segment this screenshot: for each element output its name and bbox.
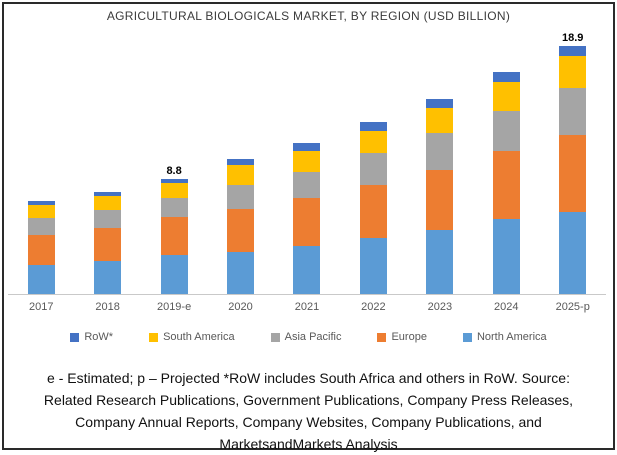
legend-item-europe: Europe [377, 331, 427, 343]
segment-north-america [27, 265, 55, 294]
x-axis-label-2017: 2017 [28, 301, 54, 313]
bar-value-label-2025-p: 18.9 [562, 32, 584, 45]
segment-north-america [227, 252, 255, 294]
bar-stack-2020 [227, 159, 255, 294]
bar-stack-2021 [293, 142, 321, 294]
legend-item-row: RoW* [70, 331, 113, 343]
segment-asia-pacific [492, 110, 520, 152]
legend-swatch-icon [270, 332, 280, 342]
bar-2021 [274, 129, 340, 294]
x-axis-label-2024: 2024 [494, 301, 519, 313]
bar-stack-2017 [27, 201, 55, 294]
bar-2019-e: 8.8 [141, 165, 207, 294]
bar-2023 [407, 85, 473, 294]
segment-europe [160, 217, 188, 255]
x-axis-label-2025-p: 2025-p [555, 301, 590, 313]
segment-europe [559, 134, 587, 213]
segment-asia-pacific [293, 171, 321, 199]
segment-south-america [492, 81, 520, 111]
bar-stack-2018 [94, 192, 122, 294]
legend-item-asia-pacific: Asia Pacific [270, 331, 342, 343]
bar-stack-2022 [359, 122, 387, 294]
segment-row [293, 142, 321, 151]
legend: RoW* South America Asia Pacific Europe North… [0, 331, 617, 343]
segment-asia-pacific [359, 152, 387, 185]
segment-asia-pacific [227, 184, 255, 209]
legend-swatch-icon [377, 332, 387, 342]
segment-asia-pacific [27, 218, 55, 236]
footnote-line-2: Related Research Publications, Governmen… [43, 392, 574, 408]
bar-2022 [340, 108, 406, 294]
segment-europe [94, 227, 122, 261]
legend-label: Europe [391, 331, 427, 343]
segment-north-america [559, 212, 587, 294]
bar-stack-2019-e [160, 178, 188, 294]
segment-south-america [426, 107, 454, 133]
bar-stack-2024 [492, 72, 520, 294]
segment-europe [27, 235, 55, 266]
segment-north-america [94, 260, 122, 294]
bar-2020 [208, 145, 274, 294]
segment-europe [426, 169, 454, 230]
segment-asia-pacific [160, 198, 188, 218]
segment-row [227, 159, 255, 166]
segment-europe [492, 151, 520, 220]
segment-north-america [293, 246, 321, 294]
segment-south-america [293, 150, 321, 172]
chart-plot-area: 8.8 18.9 2017 2018 2019-e 2020 2021 2022 2023 20… [8, 32, 606, 313]
x-axis-label-2023: 2023 [427, 301, 453, 313]
x-axis-label-2019-e: 2019-e [156, 301, 192, 313]
segment-europe [293, 198, 321, 247]
legend-swatch-icon [149, 332, 159, 342]
segment-europe [227, 208, 255, 253]
x-axis-label-2022: 2022 [361, 301, 386, 313]
segment-row [492, 72, 520, 82]
segment-south-america [94, 196, 122, 211]
chart-title: AGRICULTURAL BIOLOGICALS MARKET, BY REGI… [106, 9, 511, 23]
legend-label: Asia Pacific [284, 331, 342, 343]
x-axis-labels: 2017 2018 2019-e 2020 2021 2022 2023 2024 2025-p [8, 301, 606, 313]
segment-asia-pacific [426, 132, 454, 170]
segment-row [359, 122, 387, 131]
legend-swatch-icon [462, 332, 472, 342]
bar-2024 [473, 58, 539, 294]
segment-row [27, 201, 55, 206]
bars-row: 8.8 18.9 [8, 32, 606, 295]
bar-stack-2025-p [559, 46, 587, 294]
segment-row [426, 98, 454, 108]
segment-south-america [227, 165, 255, 185]
x-axis-label-2021: 2021 [294, 301, 320, 313]
legend-item-south-america: South America [149, 331, 235, 343]
segment-row [160, 178, 188, 183]
bar-2018 [75, 178, 141, 294]
segment-south-america [160, 182, 188, 199]
legend-label: South America [163, 331, 235, 343]
segment-south-america [27, 205, 55, 219]
bar-2017 [8, 187, 74, 294]
segment-row [559, 46, 587, 57]
segment-asia-pacific [559, 88, 587, 135]
segment-north-america [492, 219, 520, 294]
segment-north-america [426, 229, 454, 294]
x-axis-label-2018: 2018 [95, 301, 120, 313]
bar-stack-2023 [426, 98, 454, 294]
segment-europe [359, 184, 387, 239]
segment-north-america [160, 254, 188, 294]
footnote-line-3: Company Annual Reports, Company Websites… [75, 414, 542, 430]
segment-north-america [359, 238, 387, 294]
legend-label: RoW* [84, 331, 114, 343]
footnote-line-4: MarketsandMarkets Analysis [219, 436, 398, 452]
segment-asia-pacific [94, 210, 122, 228]
x-axis-label-2020: 2020 [228, 301, 253, 313]
legend-swatch-icon [70, 332, 80, 342]
legend-item-north-america: North America [462, 331, 547, 343]
source-footnote: e - Estimated; p – Projected *RoW includ… [10, 367, 607, 455]
segment-row [94, 192, 122, 197]
bar-2025-p: 18.9 [540, 32, 606, 294]
segment-south-america [359, 130, 387, 153]
segment-south-america [559, 56, 587, 89]
footnote-line-1: e - Estimated; p – Projected *RoW includ… [47, 370, 570, 386]
legend-label: North America [476, 331, 547, 343]
bar-value-label-2019-e: 8.8 [166, 164, 182, 177]
